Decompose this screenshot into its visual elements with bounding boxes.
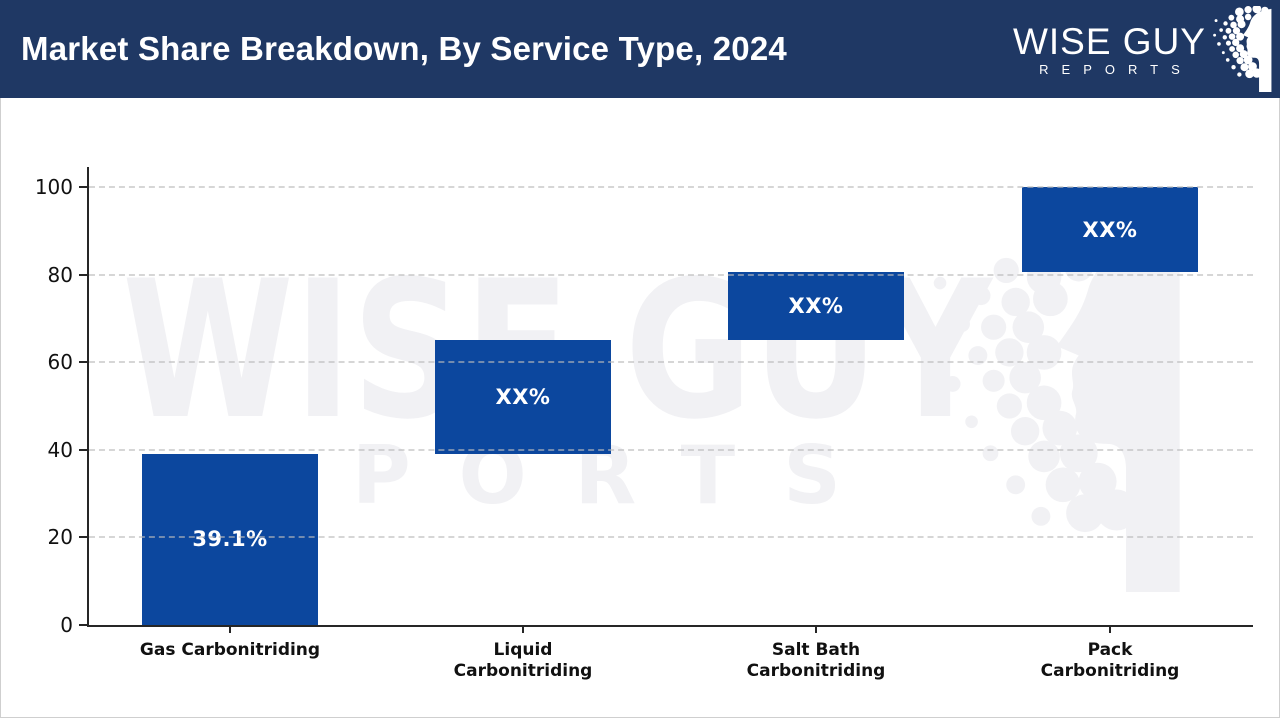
y-tick-label: 80 [47,262,73,287]
x-axis-line [87,625,1253,627]
bar-value-label: XX% [1082,217,1138,242]
y-tick-mark [79,361,87,364]
chart: WISE GUY PORTS 0 20 40 60 80 100 39.1% XX% XX% XX… [0,98,1280,717]
y-tick-mark [79,186,87,188]
y-tick-label: 40 [47,437,73,462]
gridline [89,273,1253,276]
y-tick-mark [79,624,87,626]
y-tick-mark [79,273,87,276]
x-tick-mark [522,625,524,633]
bar-pack-carbonitriding: XX% [1022,187,1198,273]
x-axis-label: Pack Carbonitriding [1040,640,1180,681]
y-tick-label: 100 [34,175,73,199]
y-axis-line [87,167,89,627]
bar-gas-carbonitriding: 39.1% [142,453,318,625]
x-tick-mark [229,625,231,633]
bar-value-label: 39.1% [192,527,268,552]
header-bar: Market Share Breakdown, By Service Type,… [0,0,1280,98]
logo-wordmark: WISE GUY REPORTS [1013,23,1206,76]
x-tick-mark [815,625,817,633]
gridline [89,186,1253,188]
y-tick-mark [79,448,87,451]
gridline [89,536,1253,539]
x-axis-label: Salt Bath Carbonitriding [746,640,886,681]
x-tick-mark [1109,625,1111,633]
logo-wordmark-line1: WISE GUY [1012,20,1206,62]
y-tick-label: 0 [60,613,73,637]
head-profile-icon [1213,6,1272,92]
y-tick-label: 20 [47,525,73,550]
bar-value-label: XX% [788,294,844,319]
bar-liquid-carbonitriding: XX% [435,340,611,454]
wise-guy-logo: WISE GUY REPORTS [1013,6,1280,92]
y-tick-label: 60 [47,350,73,375]
logo-wordmark-line2: REPORTS [1039,61,1193,77]
x-axis-label: Liquid Carbonitriding [453,640,593,681]
bar-salt-bath-carbonitriding: XX% [728,272,904,341]
page-title: Market Share Breakdown, By Service Type,… [21,30,787,67]
bar-value-label: XX% [495,385,551,410]
y-tick-mark [79,536,87,539]
gridline [89,361,1253,364]
gridline [89,448,1253,451]
x-axis-label: Gas Carbonitriding [139,640,321,660]
